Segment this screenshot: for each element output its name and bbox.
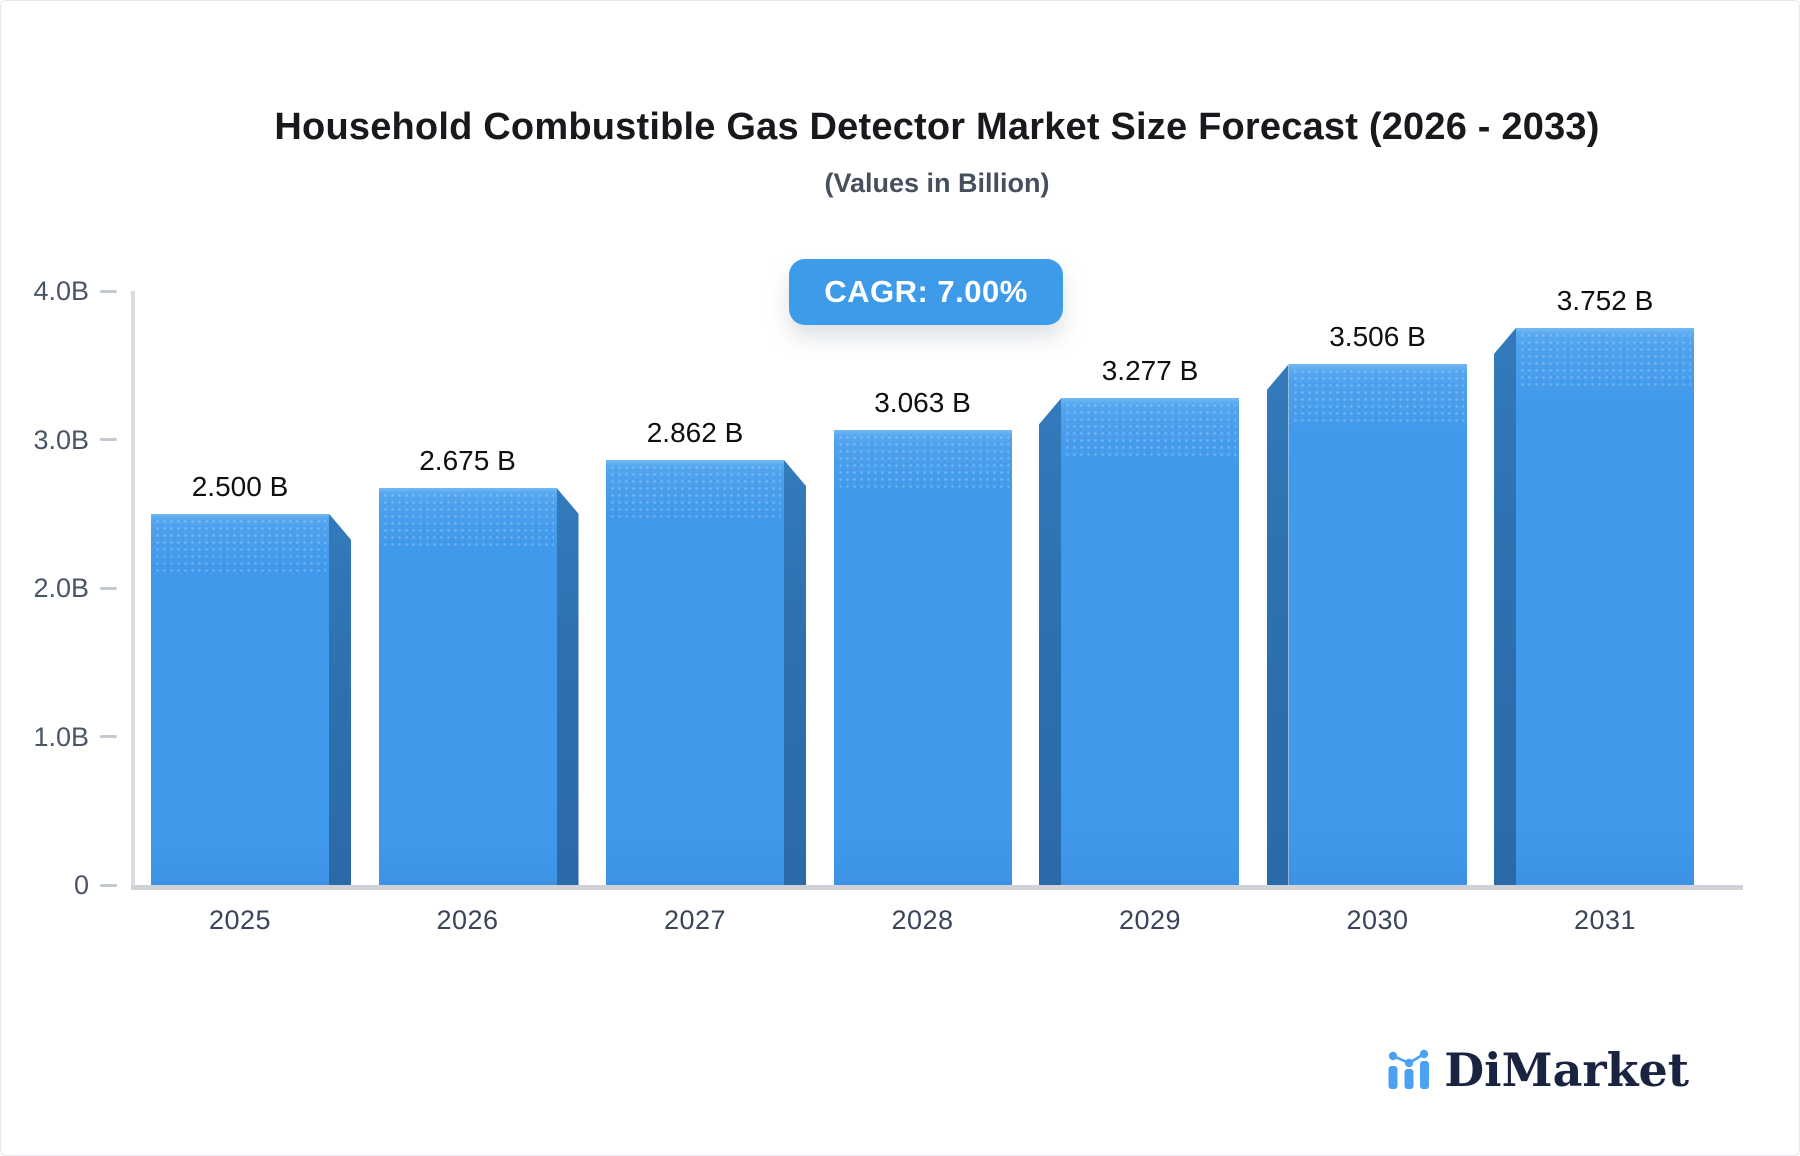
bar-value-label-2027: 2.862 B (646, 416, 744, 448)
x-axis-label-2028: 2028 (891, 905, 954, 935)
y-axis-tick-mark (100, 883, 117, 887)
bar-2026[interactable] (378, 487, 557, 885)
y-axis-tick-label: 1.0B (33, 721, 89, 752)
bar-3d-side-2031 (1494, 327, 1516, 885)
bar-2030[interactable] (1288, 364, 1467, 885)
y-axis-tick-mark (100, 735, 117, 738)
x-axis-label-2029: 2029 (1118, 905, 1182, 935)
x-axis-label-2030: 2030 (1346, 905, 1409, 935)
chart-title: Household Combustible Gas Detector Marke… (274, 106, 1600, 148)
bar-top-texture (609, 463, 781, 518)
bar-value-label-2026: 2.675 B (419, 444, 516, 476)
x-axis-label-2031: 2031 (1573, 905, 1637, 935)
bar-2028[interactable] (833, 430, 1012, 885)
bar-value-label-2029: 3.277 B (1101, 355, 1199, 387)
x-axis-label-2026: 2026 (436, 905, 499, 935)
y-axis-line (131, 291, 135, 890)
bar-top-texture (154, 517, 326, 572)
bar-3d-side-2030 (1266, 364, 1289, 885)
bar-2025[interactable] (151, 513, 329, 885)
dimarket-logo-text: DiMarket (1444, 1043, 1689, 1097)
y-axis-tick-label: 3.0B (33, 424, 89, 455)
y-axis-tick-mark (100, 289, 117, 293)
y-axis-tick-mark (100, 438, 117, 441)
bar-value-label-2025: 2.500 B (191, 470, 289, 502)
y-axis-tick-label: 4.0B (33, 276, 89, 306)
bar-2029[interactable] (1061, 398, 1239, 885)
bar-3d-side-2026 (556, 487, 579, 885)
bar-top-texture (836, 434, 1009, 489)
y-axis-tick-label: 0 (73, 870, 89, 900)
bar-top-texture (381, 491, 554, 546)
bar-3d-side-2027 (784, 459, 806, 885)
bar-value-label-2030: 3.506 B (1329, 321, 1426, 353)
bar-top-texture (1519, 331, 1691, 386)
dimarket-logo: DiMarket (1385, 1041, 1689, 1099)
x-axis-baseline (131, 885, 1743, 890)
cagr-badge: CAGR: 7.00% (789, 259, 1063, 325)
bar-2031[interactable] (1516, 327, 1694, 885)
chart-subtitle: (Values in Billion) (824, 168, 1050, 198)
x-axis-label-2027: 2027 (663, 905, 727, 935)
bar-value-label-2028: 3.063 B (874, 387, 971, 419)
y-axis-tick-label: 2.0B (33, 573, 89, 603)
bar-3d-side-2029 (1039, 398, 1061, 885)
bar-top-texture (1064, 402, 1236, 457)
mini-bar-chart-icon (1388, 1049, 1430, 1089)
y-axis-tick-mark (100, 586, 117, 590)
bar-value-label-2031: 3.752 B (1556, 284, 1654, 316)
bar-top-texture (1291, 368, 1464, 423)
bar-2027[interactable] (606, 459, 784, 885)
bar-3d-side-2025 (329, 513, 351, 885)
cagr-badge-label: CAGR: 7.00% (824, 274, 1028, 309)
x-axis-label-2025: 2025 (208, 905, 272, 935)
